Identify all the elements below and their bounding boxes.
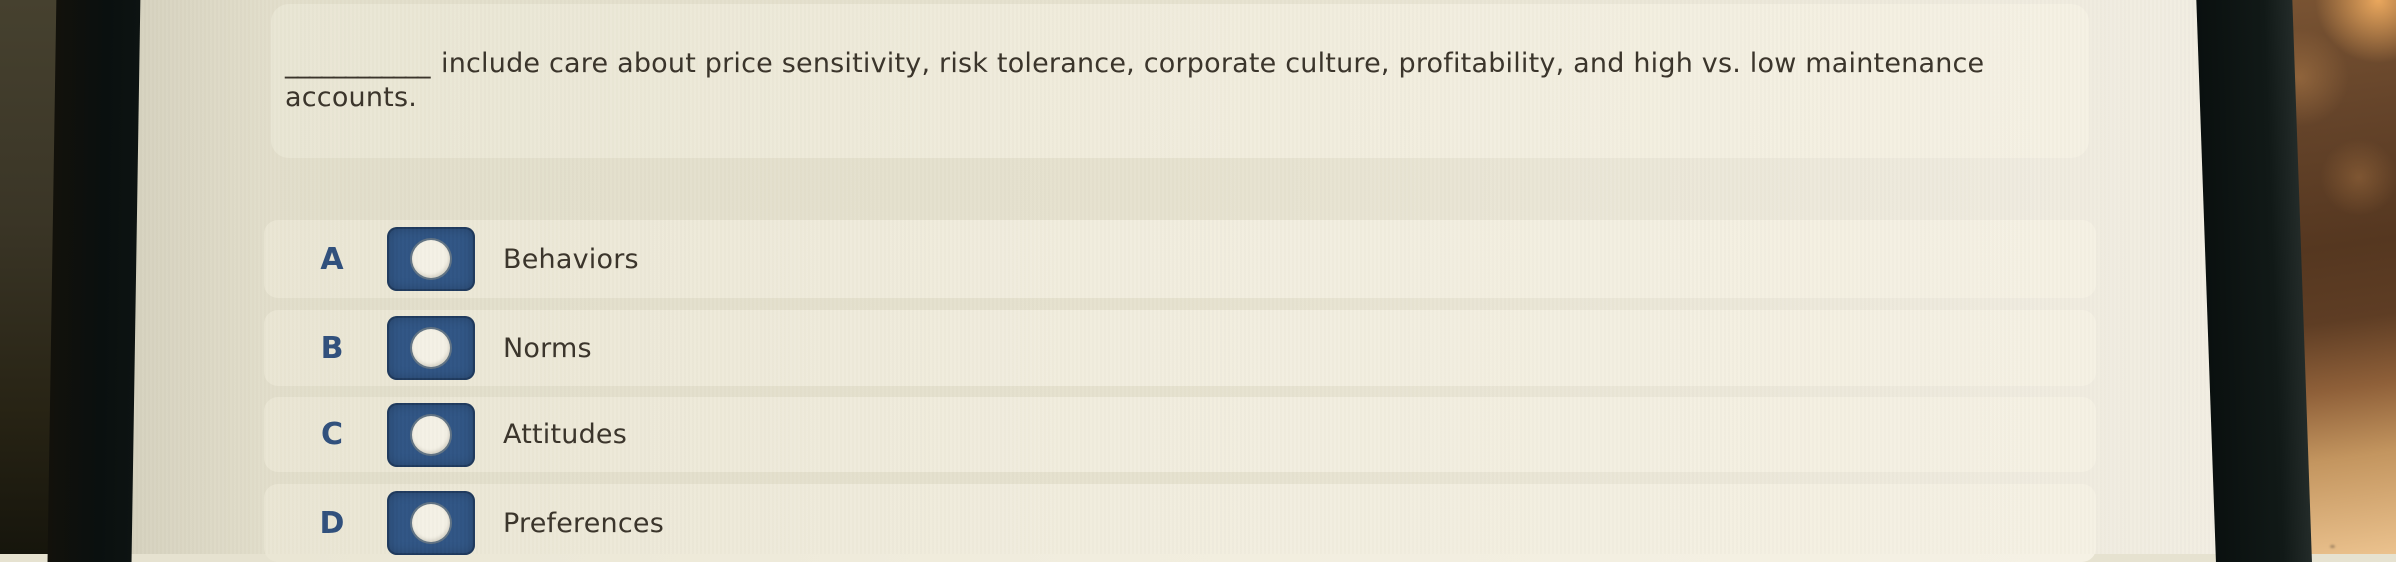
- radio-dot-icon: [412, 329, 450, 367]
- option-row-d[interactable]: D Preferences: [264, 484, 2096, 562]
- radio-button-icon[interactable]: [387, 227, 475, 291]
- radio-button-icon[interactable]: [387, 491, 475, 555]
- tablet-bezel-left: [47, 0, 141, 562]
- option-letter-b: B: [320, 330, 344, 366]
- option-letter-c: C: [320, 417, 344, 452]
- radio-button-icon[interactable]: [387, 316, 475, 380]
- radio-dot-icon: [412, 504, 450, 542]
- tablet-bezel-right: [2196, 0, 2312, 562]
- option-row-a[interactable]: A Behaviors: [264, 220, 2096, 298]
- answer-blank: ____________: [285, 48, 431, 79]
- question-text: ____________ include care about price sen…: [285, 47, 2063, 115]
- option-label-a: Behaviors: [503, 243, 639, 275]
- option-label-d: Preferences: [503, 507, 664, 539]
- option-label-b: Norms: [503, 332, 592, 364]
- option-row-c[interactable]: C Attitudes: [264, 397, 2096, 472]
- radio-button-icon[interactable]: [387, 402, 475, 467]
- option-label-c: Attitudes: [503, 419, 627, 450]
- quiz-screen: ____________ include care about price sen…: [124, 0, 2303, 562]
- option-letter-d: D: [319, 505, 345, 541]
- radio-dot-icon: [412, 240, 450, 278]
- option-row-b[interactable]: B Norms: [264, 310, 2096, 386]
- question-card: ____________ include care about price sen…: [271, 4, 2089, 158]
- option-letter-a: A: [320, 241, 344, 277]
- radio-dot-icon: [412, 415, 450, 454]
- question-body: include care about price sensitivity, ri…: [285, 48, 1985, 113]
